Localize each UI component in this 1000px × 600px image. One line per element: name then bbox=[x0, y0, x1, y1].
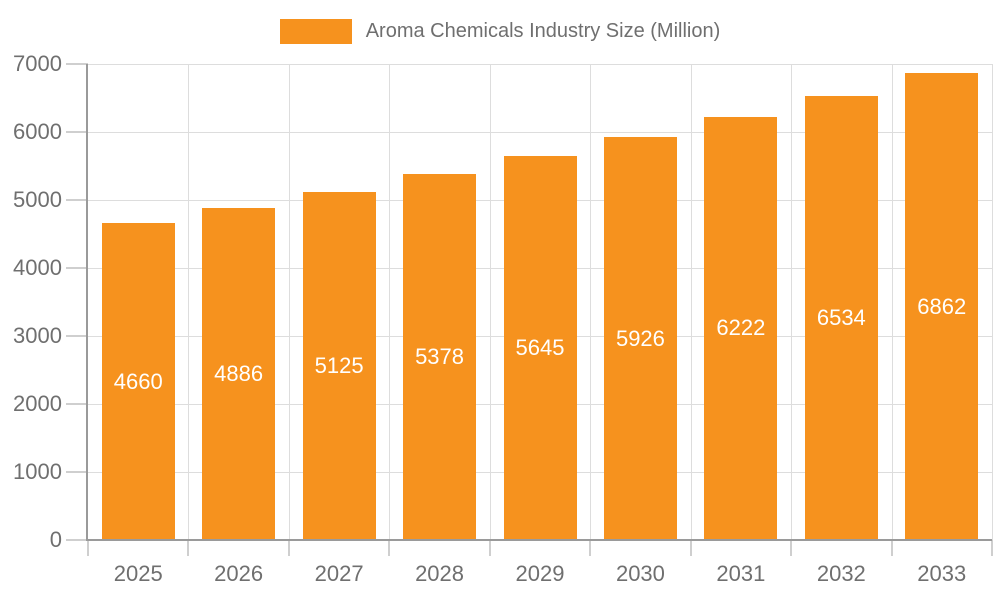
bar[interactable] bbox=[503, 156, 577, 540]
bar-value-label: 5125 bbox=[314, 352, 364, 378]
x-tick-label: 2031 bbox=[716, 561, 766, 586]
y-tick-label: 5000 bbox=[13, 187, 62, 212]
bar-value-label: 5645 bbox=[515, 335, 565, 361]
bar-value-label: 4660 bbox=[113, 368, 163, 394]
x-axis-tick bbox=[187, 540, 190, 556]
v-gridline bbox=[590, 64, 592, 540]
y-tick-label: 2000 bbox=[13, 391, 62, 416]
y-axis-tick bbox=[66, 63, 88, 65]
y-axis-tick bbox=[66, 539, 88, 541]
x-axis-tick bbox=[488, 540, 491, 556]
x-tick-label: 2028 bbox=[415, 561, 465, 586]
v-gridline bbox=[489, 64, 491, 540]
bar[interactable] bbox=[905, 73, 979, 540]
y-axis-tick bbox=[66, 471, 88, 473]
bar[interactable] bbox=[403, 174, 477, 540]
y-tick-label: 6000 bbox=[13, 119, 62, 144]
v-gridline bbox=[690, 64, 692, 540]
legend[interactable]: Aroma Chemicals Industry Size (Million) bbox=[0, 16, 1000, 46]
bar-value-label: 6862 bbox=[917, 293, 967, 319]
x-axis-tick bbox=[388, 540, 391, 556]
h-gridline bbox=[88, 64, 992, 65]
x-axis-tick bbox=[287, 540, 290, 556]
v-gridline bbox=[891, 64, 893, 540]
y-tick-label: 7000 bbox=[13, 51, 62, 76]
bar-value-label: 5926 bbox=[615, 325, 665, 351]
x-tick-label: 2033 bbox=[917, 561, 967, 586]
bar-value-label: 5378 bbox=[415, 344, 465, 370]
v-gridline bbox=[791, 64, 793, 540]
x-tick-label: 2027 bbox=[314, 561, 364, 586]
bar-value-label: 6534 bbox=[816, 304, 866, 330]
v-gridline bbox=[389, 64, 391, 540]
y-axis-tick bbox=[66, 131, 88, 133]
y-axis-line bbox=[86, 64, 88, 540]
bar[interactable] bbox=[804, 95, 878, 540]
v-gridline bbox=[992, 64, 993, 540]
bar[interactable] bbox=[603, 137, 677, 540]
x-axis-tick bbox=[991, 540, 993, 556]
legend-swatch bbox=[279, 18, 352, 44]
h-gridline bbox=[88, 132, 992, 133]
x-axis-tick bbox=[689, 540, 692, 556]
v-gridline bbox=[288, 64, 290, 540]
y-tick-label: 4000 bbox=[13, 255, 62, 280]
bar[interactable] bbox=[302, 191, 376, 540]
x-tick-label: 2026 bbox=[214, 561, 264, 586]
x-axis-tick bbox=[790, 540, 793, 556]
x-axis-tick bbox=[890, 540, 893, 556]
x-tick-label: 2029 bbox=[515, 561, 565, 586]
legend-label: Aroma Chemicals Industry Size (Million) bbox=[365, 19, 721, 42]
bar-value-label: 4886 bbox=[214, 360, 264, 386]
v-gridline bbox=[188, 64, 190, 540]
bar[interactable] bbox=[704, 116, 778, 540]
y-axis-tick bbox=[66, 335, 88, 337]
y-tick-label: 0 bbox=[49, 527, 62, 552]
bar-value-label: 6222 bbox=[716, 315, 766, 341]
bar[interactable] bbox=[101, 223, 175, 540]
x-axis-tick bbox=[87, 540, 89, 556]
y-axis-tick bbox=[66, 403, 88, 405]
x-axis-tick bbox=[589, 540, 592, 556]
x-axis-line bbox=[86, 539, 992, 541]
x-tick-label: 2030 bbox=[615, 561, 665, 586]
x-tick-label: 2032 bbox=[816, 561, 866, 586]
y-axis-tick bbox=[66, 267, 88, 269]
y-tick-label: 1000 bbox=[13, 459, 62, 484]
y-axis-tick bbox=[66, 199, 88, 201]
bar[interactable] bbox=[202, 207, 276, 540]
x-tick-label: 2025 bbox=[113, 561, 163, 586]
y-tick-label: 3000 bbox=[13, 323, 62, 348]
